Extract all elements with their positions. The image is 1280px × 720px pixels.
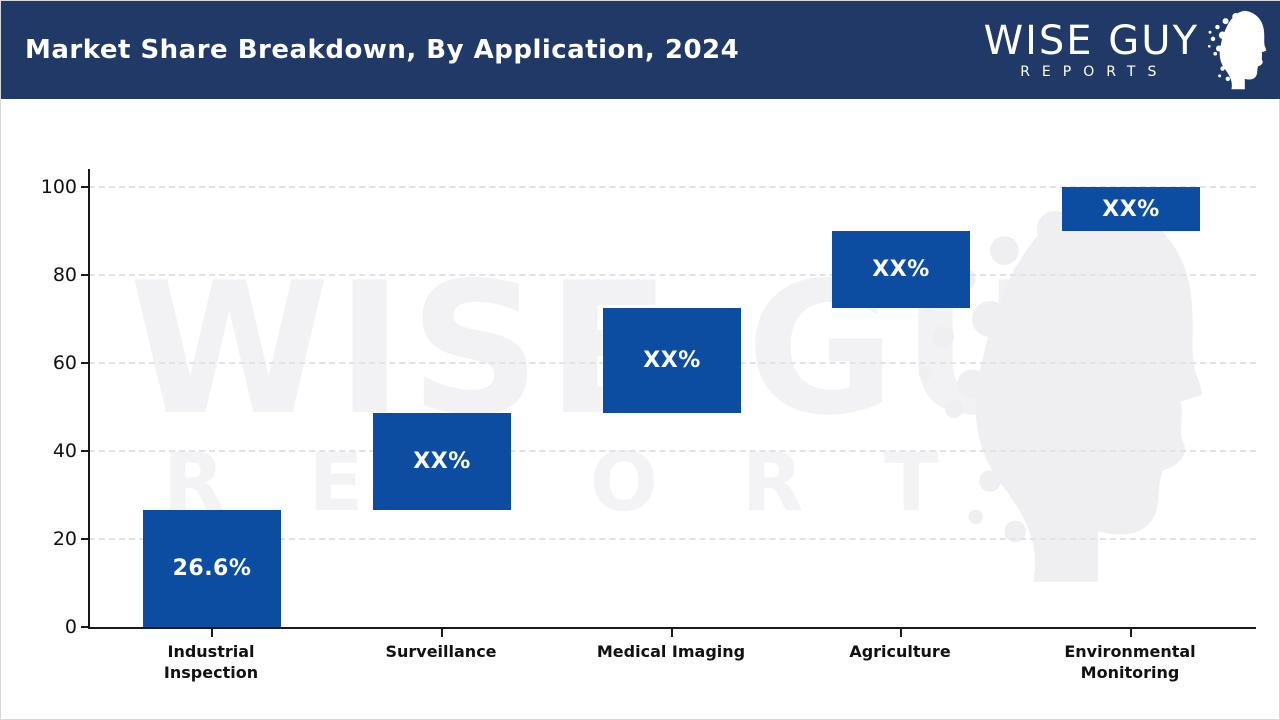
x-category-label: Medical Imaging [596,642,746,661]
x-category-label: Agriculture [849,642,951,661]
gridline-100 [89,186,1256,188]
y-tick [81,186,89,188]
y-tick-label: 0 [64,616,77,638]
y-tick [81,626,89,628]
y-tick-label: 80 [52,264,77,286]
x-category-label: Industrial Inspection [163,642,259,682]
bar-environmental-monitoring: XX% [1062,187,1200,231]
logo-text: WISE GUY REPORTS [984,21,1199,80]
watermark-subtitle: REPORTS [163,436,1165,529]
bar-agriculture: XX% [832,231,970,308]
x-tick [900,629,902,637]
logo-wordmark: WISE GUY [983,17,1199,64]
bar-value-label: XX% [413,449,471,474]
logo-subtitle: REPORTS [1020,63,1169,80]
bar-medical-imaging: XX% [603,308,741,413]
y-tick [81,274,89,276]
y-tick-label: 100 [40,176,77,198]
y-tick-label: 60 [52,352,77,374]
page-title: Market Share Breakdown, By Application, … [25,35,740,65]
bar-surveillance: XX% [373,413,511,510]
y-tick-label: 40 [52,440,77,462]
y-tick-label: 20 [52,528,77,550]
gridline-20 [89,538,1256,540]
x-tick [1130,629,1132,637]
bar-value-label: 26.6% [172,556,252,581]
bar-value-label: XX% [643,348,701,373]
x-category-label: Environmental Monitoring [1064,642,1196,682]
header-bar: Market Share Breakdown, By Application, … [1,1,1280,99]
bar-value-label: XX% [872,257,930,282]
x-axis-line [88,627,1256,629]
wise-guy-reports-logo: WISE GUY REPORTS [984,7,1267,93]
y-tick [81,538,89,540]
logo-face-icon [1207,10,1267,90]
bar-value-label: XX% [1102,196,1160,222]
x-tick [441,629,443,637]
x-category-label: Surveillance [385,642,497,661]
x-tick [211,629,213,637]
y-tick [81,362,89,364]
y-tick [81,450,89,452]
y-axis-line [88,169,90,629]
gridline-40 [89,450,1256,452]
gridline-80 [89,274,1256,276]
watermark-face-icon [918,200,1203,582]
bar-industrial-inspection: 26.6% [143,510,281,627]
x-tick [671,629,673,637]
